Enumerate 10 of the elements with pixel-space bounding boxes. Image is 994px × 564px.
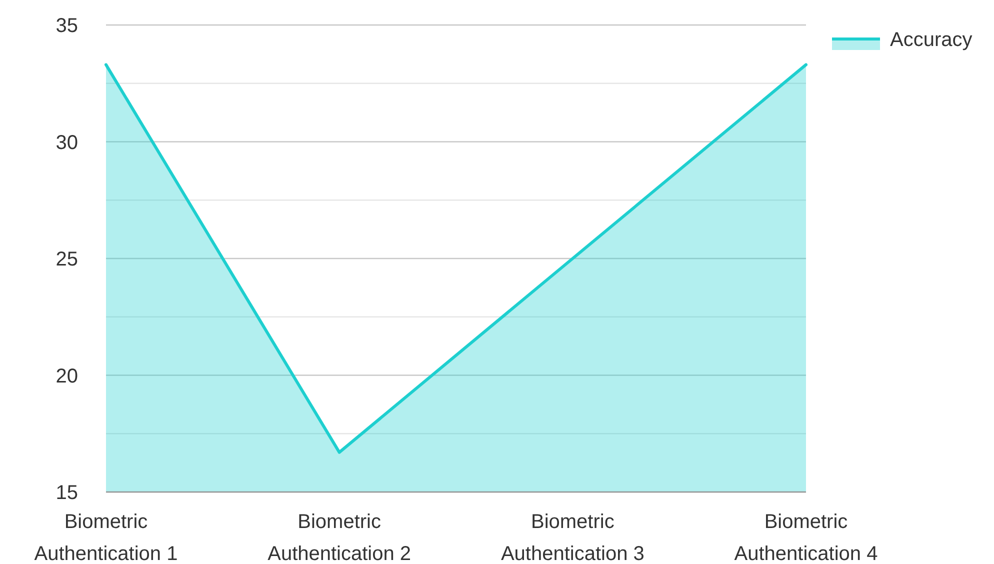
x-tick-label: Biometric Authentication 2 [268, 511, 412, 564]
y-tick-label: 30 [56, 132, 78, 154]
x-tick-label: Biometric Authentication 4 [734, 511, 878, 564]
y-tick-label: 20 [56, 365, 78, 388]
x-tick-label: Biometric Authentication 1 [34, 511, 178, 564]
y-tick-label: 15 [56, 482, 78, 504]
legend-label: Accuracy [890, 29, 972, 51]
y-tick-label: 35 [56, 15, 78, 37]
y-tick-label: 25 [56, 248, 78, 270]
x-tick-label: Biometric Authentication 3 [500, 511, 644, 564]
